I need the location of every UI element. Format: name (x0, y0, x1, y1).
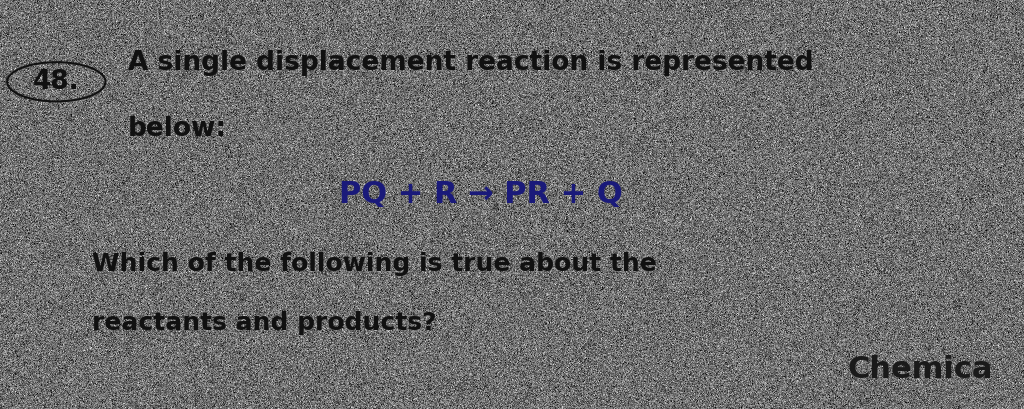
Text: Which of the following is true about the: Which of the following is true about the (92, 252, 657, 276)
Text: below:: below: (128, 116, 227, 142)
Text: PQ + R → PR + Q: PQ + R → PR + Q (339, 180, 624, 209)
Text: A single displacement reaction is represented: A single displacement reaction is repres… (128, 50, 814, 76)
Text: reactants and products?: reactants and products? (92, 311, 436, 335)
Text: Chemica: Chemica (848, 355, 993, 384)
Text: 48.: 48. (33, 69, 80, 95)
